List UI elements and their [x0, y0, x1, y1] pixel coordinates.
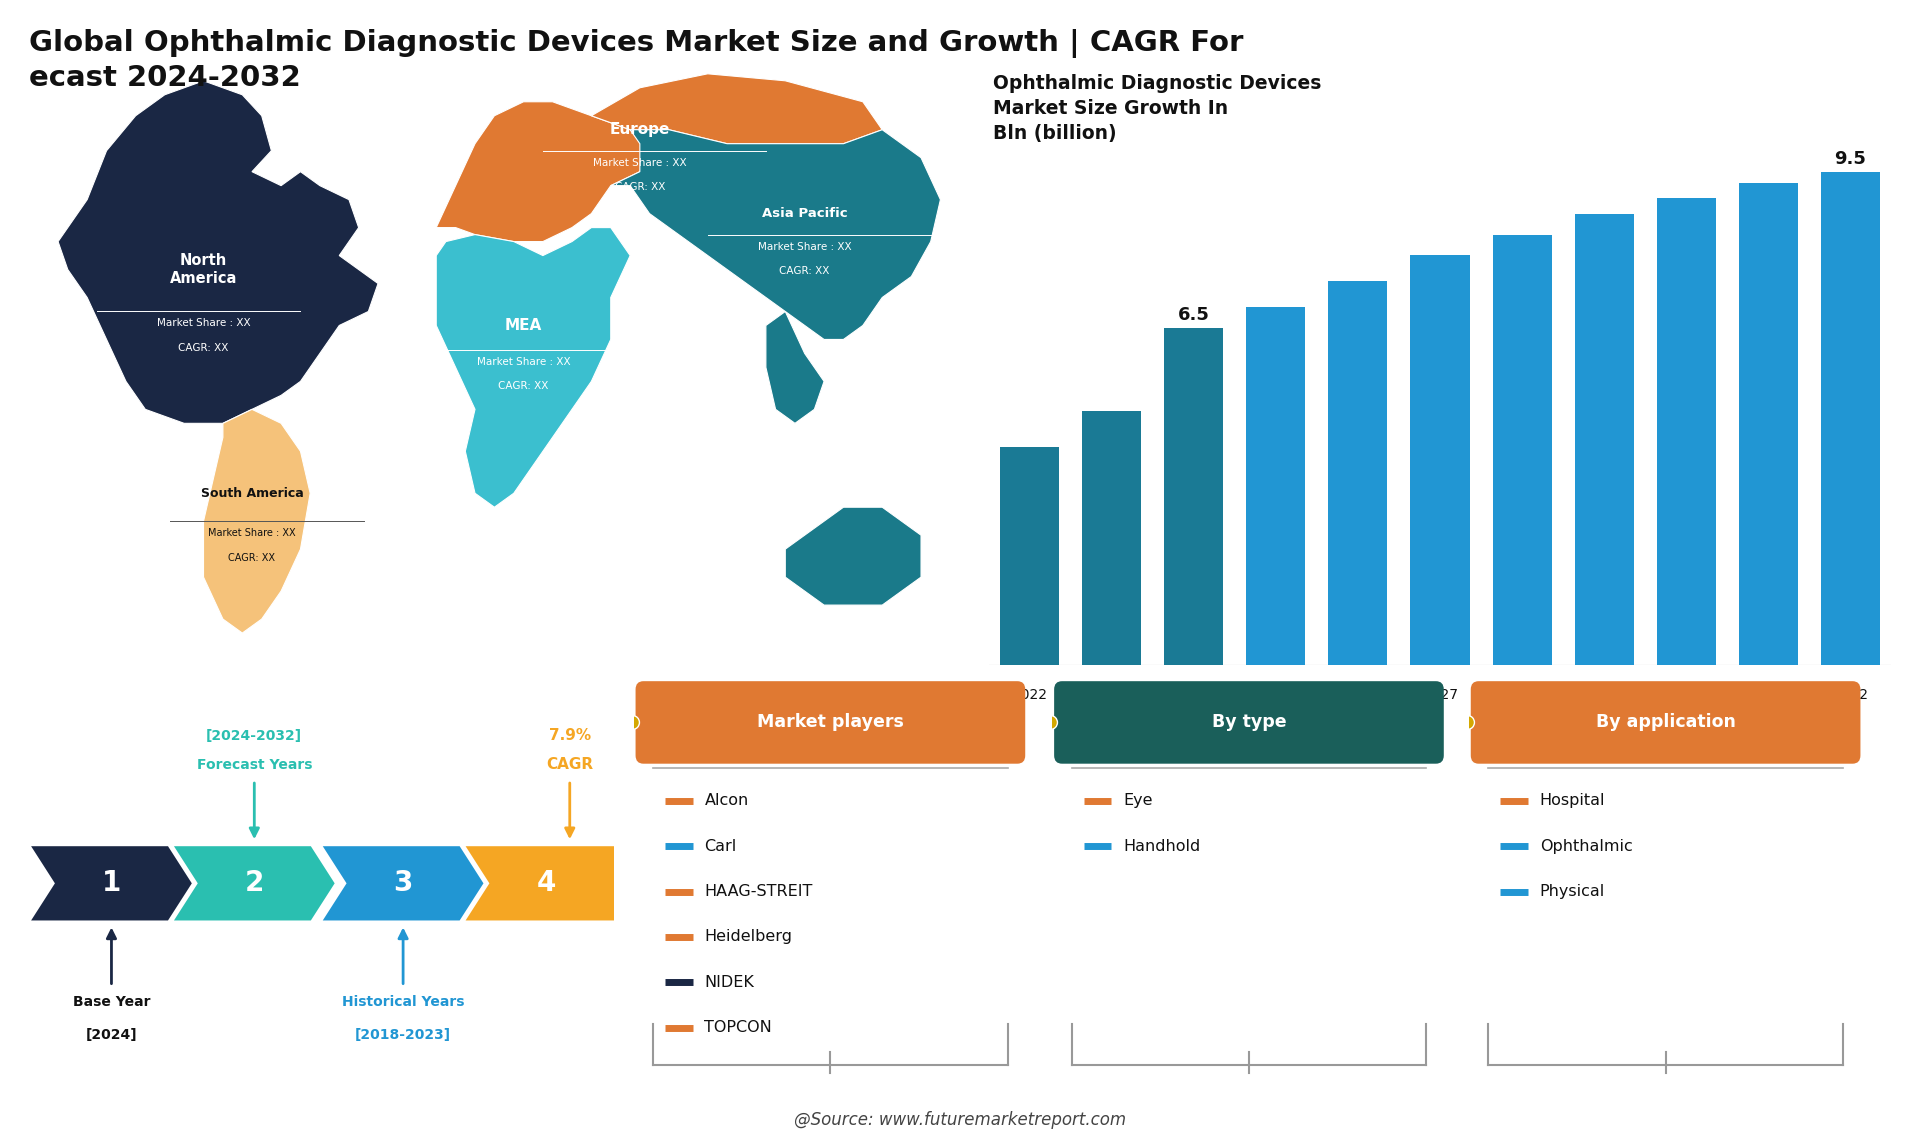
Text: North
America: North America: [169, 253, 238, 285]
Text: @Source: www.futuremarketreport.com: @Source: www.futuremarketreport.com: [795, 1110, 1125, 1129]
Polygon shape: [611, 129, 941, 339]
Polygon shape: [204, 409, 311, 633]
Text: 2030: 2030: [1668, 688, 1703, 702]
Text: South America: South America: [200, 487, 303, 500]
Text: 2032: 2032: [1834, 688, 1868, 702]
Bar: [1740, 182, 1797, 665]
Polygon shape: [785, 508, 922, 605]
Text: CAGR: XX: CAGR: XX: [179, 343, 228, 353]
Polygon shape: [323, 846, 484, 920]
Bar: [1246, 307, 1306, 665]
Text: 4: 4: [536, 870, 555, 897]
Bar: [1657, 198, 1716, 665]
Polygon shape: [766, 312, 824, 423]
Text: Market players: Market players: [756, 714, 904, 731]
Text: 2: 2: [244, 870, 263, 897]
Text: CAGR: CAGR: [545, 758, 593, 772]
Text: Alcon: Alcon: [705, 793, 749, 808]
Bar: [1574, 214, 1634, 665]
Text: Europe: Europe: [611, 123, 670, 138]
Text: Eye: Eye: [1123, 793, 1152, 808]
Text: CAGR: XX: CAGR: XX: [614, 182, 664, 193]
Text: [2018-2023]: [2018-2023]: [355, 1028, 451, 1042]
Text: 2029: 2029: [1586, 688, 1622, 702]
Bar: [1164, 328, 1223, 665]
Text: 2028: 2028: [1505, 688, 1540, 702]
Bar: [1083, 410, 1140, 665]
Text: Market Share : XX: Market Share : XX: [157, 319, 250, 329]
Polygon shape: [436, 102, 649, 242]
Text: CAGR: XX: CAGR: XX: [780, 266, 829, 276]
Text: Asia Pacific: Asia Pacific: [762, 207, 847, 220]
Text: 6.5: 6.5: [1179, 306, 1210, 323]
Text: 2027: 2027: [1423, 688, 1457, 702]
Polygon shape: [465, 846, 651, 920]
Text: Ophthalmic Diagnostic Devices
Market Size Growth In
Bln (billion): Ophthalmic Diagnostic Devices Market Siz…: [993, 74, 1321, 143]
Text: Carl: Carl: [705, 839, 737, 854]
Polygon shape: [175, 846, 334, 920]
Polygon shape: [436, 228, 630, 508]
Text: CAGR: XX: CAGR: XX: [499, 382, 549, 392]
Text: Market Share : XX: Market Share : XX: [758, 242, 851, 252]
Text: Market Share : XX: Market Share : XX: [476, 356, 570, 367]
Bar: [1000, 447, 1060, 665]
Text: 2031: 2031: [1751, 688, 1786, 702]
Text: [2024-2032]: [2024-2032]: [205, 729, 301, 743]
Text: Global Ophthalmic Diagnostic Devices Market Size and Growth | CAGR For
ecast 202: Global Ophthalmic Diagnostic Devices Mar…: [29, 29, 1242, 92]
Text: NIDEK: NIDEK: [705, 975, 755, 990]
Text: MEA: MEA: [505, 317, 541, 333]
Text: 2023: 2023: [1094, 688, 1129, 702]
Text: Market Share : XX: Market Share : XX: [593, 158, 687, 167]
Text: TOPCON: TOPCON: [705, 1020, 772, 1035]
Text: 9.5: 9.5: [1834, 150, 1866, 168]
Bar: [1492, 235, 1551, 665]
Text: Base Year: Base Year: [73, 995, 150, 1008]
Text: Ophthalmic: Ophthalmic: [1540, 839, 1632, 854]
Text: Handhold: Handhold: [1123, 839, 1200, 854]
Bar: [1329, 281, 1388, 665]
Text: Forecast Years: Forecast Years: [196, 758, 313, 772]
Text: CAGR: XX: CAGR: XX: [228, 552, 275, 563]
Polygon shape: [58, 81, 378, 423]
FancyBboxPatch shape: [1054, 681, 1444, 763]
Text: Market Share : XX: Market Share : XX: [207, 528, 296, 539]
Text: HAAG-STREIT: HAAG-STREIT: [705, 884, 812, 900]
Text: Heidelberg: Heidelberg: [705, 929, 793, 944]
FancyBboxPatch shape: [1471, 681, 1860, 763]
Text: Hospital: Hospital: [1540, 793, 1605, 808]
Text: 1: 1: [102, 870, 121, 897]
Text: 3: 3: [394, 870, 413, 897]
Text: [2024]: [2024]: [86, 1028, 136, 1042]
Text: 7.9%: 7.9%: [549, 728, 591, 743]
Text: Physical: Physical: [1540, 884, 1605, 900]
Polygon shape: [31, 846, 192, 920]
Bar: [1820, 172, 1880, 665]
Text: 2025: 2025: [1258, 688, 1294, 702]
Text: By application: By application: [1596, 714, 1736, 731]
Polygon shape: [591, 73, 883, 143]
Bar: [1411, 256, 1469, 665]
Text: Historical Years: Historical Years: [342, 995, 465, 1008]
Text: 2022: 2022: [1012, 688, 1046, 702]
Text: By type: By type: [1212, 714, 1286, 731]
FancyBboxPatch shape: [636, 681, 1025, 763]
Text: 2024: 2024: [1177, 688, 1212, 702]
Text: 2026: 2026: [1340, 688, 1375, 702]
